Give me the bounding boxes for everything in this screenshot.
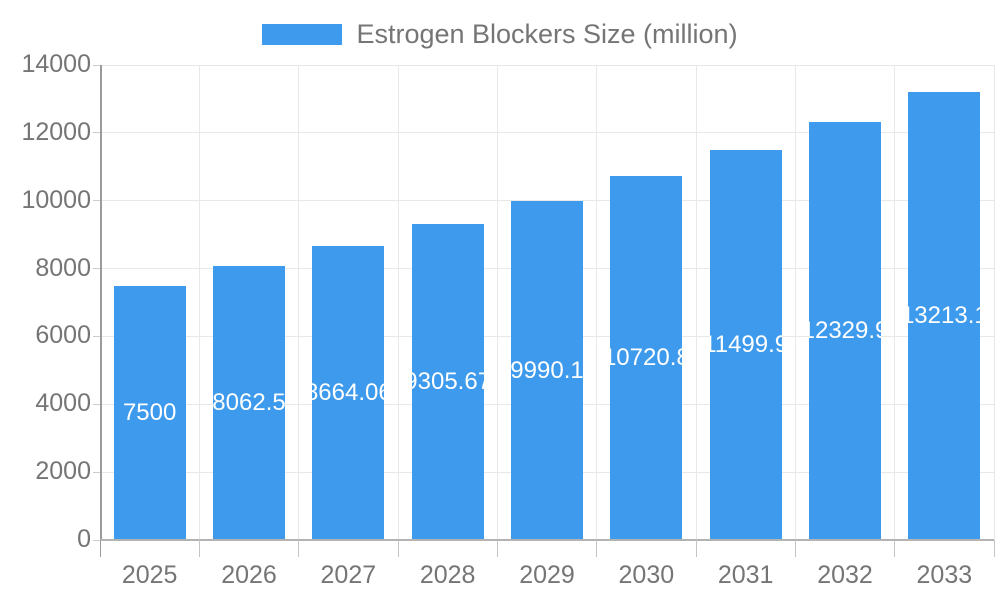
y-tick-label: 14000	[21, 50, 91, 78]
v-gridline	[894, 65, 896, 540]
x-tick	[397, 540, 399, 557]
y-tick-label: 0	[77, 525, 91, 553]
bar-value-label: 9990.1	[511, 356, 583, 384]
h-gridline	[100, 132, 994, 134]
x-tick	[298, 540, 300, 557]
bar-value-label: 9305.67	[412, 368, 484, 396]
bar-2027[interactable]: 8664.06	[312, 246, 385, 540]
bar-value-label: 11499.9	[710, 330, 782, 358]
legend: Estrogen Blockers Size (million)	[0, 14, 1000, 54]
bar-2028[interactable]: 9305.67	[411, 224, 484, 540]
x-tick-label-2032: 2032	[817, 561, 873, 589]
x-tick-label-2025: 2025	[121, 561, 178, 589]
y-tick	[93, 268, 100, 270]
x-tick	[198, 540, 200, 557]
y-tick-label: 6000	[35, 321, 91, 350]
bar-value-label: 7500	[122, 398, 177, 426]
y-tick	[93, 403, 100, 405]
y-tick	[93, 132, 100, 134]
y-tick	[93, 471, 100, 473]
bar-value-label: 13213.1	[908, 301, 980, 329]
v-gridline	[695, 65, 697, 540]
y-tick	[93, 539, 100, 541]
v-gridline	[198, 65, 200, 540]
v-gridline	[794, 65, 796, 540]
x-tick-label-2033: 2033	[916, 561, 973, 589]
bar-2033[interactable]: 13213.1	[908, 91, 981, 540]
bar-2029[interactable]: 9990.1	[511, 201, 583, 540]
h-gridline	[100, 64, 994, 66]
y-tick	[93, 64, 100, 66]
bar-2032[interactable]: 12329.9	[809, 121, 881, 540]
x-tick-label-2030: 2030	[618, 561, 675, 589]
legend-label[interactable]: Estrogen Blockers Size (million)	[356, 18, 738, 49]
x-tick	[695, 540, 697, 557]
y-tick-label: 8000	[35, 253, 91, 282]
x-tick-label-2028: 2028	[419, 561, 476, 589]
v-gridline	[298, 65, 300, 540]
x-tick	[496, 540, 498, 557]
x-axis-line	[100, 539, 994, 541]
y-tick-label: 2000	[35, 457, 91, 486]
x-tick	[596, 540, 598, 557]
x-tick-label-2029: 2029	[519, 561, 575, 589]
bar-2026[interactable]: 8062.5	[213, 266, 285, 540]
y-tick-label: 10000	[21, 185, 91, 214]
x-tick	[993, 540, 995, 557]
h-gridline	[100, 200, 994, 202]
legend-swatch[interactable]	[262, 23, 343, 45]
y-tick-label: 4000	[35, 389, 91, 418]
bar-2031[interactable]: 11499.9	[709, 149, 782, 540]
v-gridline	[496, 65, 498, 540]
bar-2025[interactable]: 7500	[113, 285, 186, 540]
bar-value-label: 12329.9	[809, 316, 881, 344]
x-tick-label-2027: 2027	[320, 561, 377, 589]
y-tick	[93, 200, 100, 202]
x-tick	[894, 540, 896, 557]
y-tick	[93, 335, 100, 337]
bar-value-label: 8664.06	[312, 379, 384, 406]
v-gridline	[397, 65, 399, 540]
x-tick	[794, 540, 796, 557]
bar-value-label: 8062.5	[213, 389, 285, 417]
v-gridline	[993, 65, 995, 540]
y-axis-line	[100, 65, 102, 540]
x-tick	[99, 540, 101, 557]
x-tick-label-2026: 2026	[221, 561, 277, 589]
v-gridline	[596, 65, 598, 540]
x-tick-label-2031: 2031	[717, 561, 774, 589]
y-tick-label: 12000	[21, 117, 91, 146]
